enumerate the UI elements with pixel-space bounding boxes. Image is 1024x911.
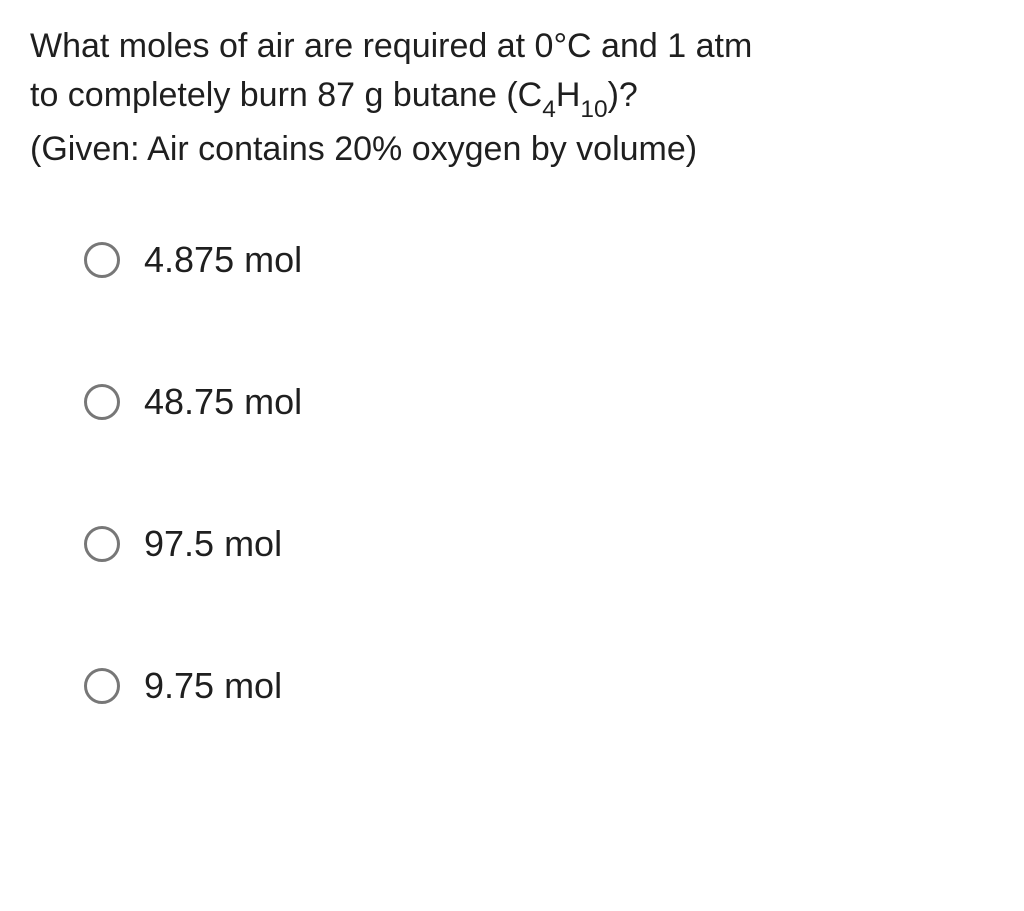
radio-icon [84,242,120,278]
question-line-2-mid: H [556,76,581,114]
question-line-2-prefix: to completely burn 87 g butane (C [30,76,542,114]
option-1[interactable]: 4.875 mol [84,239,994,281]
options-list: 4.875 mol 48.75 mol 97.5 mol 9.75 mol [30,239,994,707]
option-label: 97.5 mol [144,523,282,565]
question-sub-2: 10 [580,96,607,123]
question-line-3: (Given: Air contains 20% oxygen by volum… [30,130,697,168]
option-label: 48.75 mol [144,381,302,423]
option-label: 4.875 mol [144,239,302,281]
question-line-2-suffix: )? [608,76,638,114]
radio-icon [84,384,120,420]
option-3[interactable]: 97.5 mol [84,523,994,565]
question-line-1: What moles of air are required at 0°C an… [30,27,752,65]
option-label: 9.75 mol [144,665,282,707]
option-2[interactable]: 48.75 mol [84,381,994,423]
option-4[interactable]: 9.75 mol [84,665,994,707]
radio-icon [84,526,120,562]
question-sub-1: 4 [542,96,556,123]
question-text: What moles of air are required at 0°C an… [30,22,994,174]
radio-icon [84,668,120,704]
